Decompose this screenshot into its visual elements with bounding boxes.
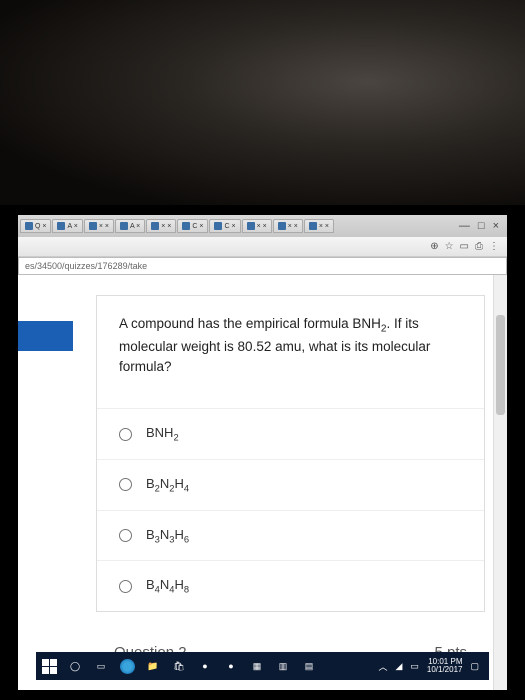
edge-icon[interactable] [118,657,136,675]
question-number-block [18,321,73,351]
favicon [182,222,190,230]
taskview-icon[interactable]: ▭ [92,657,110,675]
tab-label: Q × [35,223,46,230]
quiz-wrap: A compound has the empirical formula BNH… [18,275,507,661]
tab-label: A × [67,223,77,230]
store-icon[interactable]: 🛍 [170,657,188,675]
favicon [89,222,97,230]
network-icon[interactable]: ◢ [395,661,402,672]
browser-tab[interactable]: A × [52,219,82,233]
tab-label: × × [319,223,329,230]
browser-tabbar: Q × A × × × A × × × C × C × × × × × × × … [18,215,507,237]
tab-label: × × [99,223,109,230]
option-radio[interactable] [119,478,132,491]
tray-up-icon[interactable]: ︿ [378,660,387,673]
tab-label: × × [288,223,298,230]
screen: Q × A × × × A × × × C × C × × × × × × × … [18,215,507,690]
question-body: A compound has the empirical formula BNH… [97,296,484,386]
cortana-icon[interactable]: ◯ [66,657,84,675]
option-row[interactable]: BNH2 [97,408,484,459]
browser-tab[interactable]: × × [242,219,272,233]
option-label: B4N4H8 [146,577,189,595]
clock[interactable]: 10:01 PM 10/1/2017 [427,658,463,675]
explorer-icon[interactable]: 📁 [144,657,162,675]
address-text: es/34500/quizzes/176289/take [25,261,147,271]
option-row[interactable]: B2N2H4 [97,459,484,510]
browser-tab[interactable]: Q × [20,219,51,233]
browser-toolbar: ⊕ ☆ ▭ ⎙ ⋮ [18,237,507,257]
option-radio[interactable] [119,580,132,593]
tab-label: C × [224,223,235,230]
window-controls: — □ × [459,220,505,232]
browser-tab[interactable]: × × [273,219,303,233]
option-label: B2N2H4 [146,476,189,494]
browser-tab[interactable]: C × [177,219,208,233]
tab-label: C × [192,223,203,230]
battery-icon[interactable]: ▭ [410,661,419,672]
star-icon[interactable]: ☆ [445,241,454,252]
browser-tab[interactable]: A × [115,219,145,233]
favicon [278,222,286,230]
menu-icon[interactable]: ⋮ [489,241,499,252]
close-button[interactable]: × [493,220,499,232]
option-radio[interactable] [119,529,132,542]
action-center-icon[interactable]: ▢ [470,661,479,672]
reading-icon[interactable]: ▭ [460,241,469,252]
maximize-button[interactable]: □ [478,220,485,232]
favicon [214,222,222,230]
notes-icon[interactable]: ⎙ [475,241,483,252]
favicon [120,222,128,230]
option-label: B3N3H6 [146,527,189,545]
browser-tab[interactable]: × × [84,219,114,233]
browser-tab[interactable]: × × [146,219,176,233]
option-radio[interactable] [119,428,132,441]
browser-tab[interactable]: × × [304,219,334,233]
app-icon[interactable]: ▦ [248,657,266,675]
favicon [57,222,65,230]
page-content: A compound has the empirical formula BNH… [18,275,507,690]
windows-icon [42,659,57,674]
question-card: A compound has the empirical formula BNH… [96,295,485,612]
zoom-icon[interactable]: ⊕ [430,241,438,252]
background-photo [0,0,525,205]
address-bar[interactable]: es/34500/quizzes/176289/take [18,257,507,275]
start-button[interactable] [40,657,58,675]
monitor-frame: Q × A × × × A × × × C × C × × × × × × × … [0,205,525,700]
favicon [309,222,317,230]
favicon [151,222,159,230]
app-icon[interactable]: ▤ [300,657,318,675]
app-icon[interactable]: ● [196,657,214,675]
browser-tab[interactable]: C × [209,219,240,233]
minimize-button[interactable]: — [459,220,470,232]
tab-label: × × [257,223,267,230]
app-icon[interactable]: ▥ [274,657,292,675]
options-list: BNH2 B2N2H4 B3N3H6 B4N4H8 [97,408,484,610]
tab-label: A × [130,223,140,230]
favicon [25,222,33,230]
favicon [247,222,255,230]
app-icon[interactable]: ● [222,657,240,675]
tab-label: × × [161,223,171,230]
system-tray: ︿ ◢ ▭ 10:01 PM 10/1/2017 ▢ [378,658,485,675]
clock-date: 10/1/2017 [427,666,463,674]
option-row[interactable]: B4N4H8 [97,560,484,611]
option-label: BNH2 [146,425,179,443]
question-text: A compound has the empirical formula BNH… [119,314,462,376]
windows-taskbar: ◯ ▭ 📁 🛍 ● ● ▦ ▥ ▤ ︿ ◢ ▭ 10:01 PM 10/1/20… [36,652,489,680]
option-row[interactable]: B3N3H6 [97,510,484,561]
